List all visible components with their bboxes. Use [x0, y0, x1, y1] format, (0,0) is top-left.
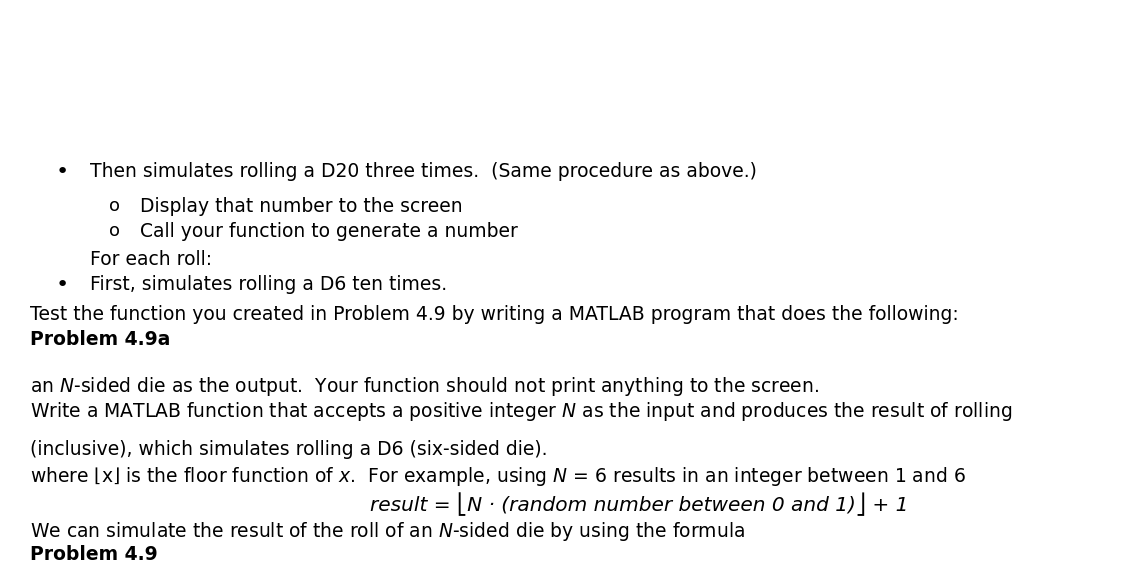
Text: result = ⎣N · (random number between 0 and 1)⎦ + 1: result = ⎣N · (random number between 0 a…	[370, 492, 909, 516]
Text: Call your function to generate a number: Call your function to generate a number	[140, 222, 518, 241]
Text: where ⌊x⌋ is the floor function of $x$.  For example, using $N$ = 6 results in a: where ⌊x⌋ is the floor function of $x$. …	[30, 465, 966, 488]
Text: an $N$-sided die as the output.  Your function should not print anything to the : an $N$-sided die as the output. Your fun…	[30, 375, 819, 398]
Text: Test the function you created in Problem 4.9 by writing a MATLAB program that do: Test the function you created in Problem…	[30, 305, 959, 324]
Text: •: •	[55, 162, 69, 182]
Text: •: •	[55, 275, 69, 295]
Text: For each roll:: For each roll:	[91, 250, 212, 269]
Text: Problem 4.9: Problem 4.9	[30, 545, 158, 564]
Text: Problem 4.9a: Problem 4.9a	[30, 330, 171, 349]
Text: Display that number to the screen: Display that number to the screen	[140, 197, 463, 216]
Text: o: o	[110, 197, 120, 215]
Text: Write a MATLAB function that accepts a positive integer $N$ as the input and pro: Write a MATLAB function that accepts a p…	[30, 400, 1012, 423]
Text: We can simulate the result of the roll of an $N$-sided die by using the formula: We can simulate the result of the roll o…	[30, 520, 745, 543]
Text: First, simulates rolling a D6 ten times.: First, simulates rolling a D6 ten times.	[91, 275, 447, 294]
Text: o: o	[110, 222, 120, 240]
Text: Then simulates rolling a D20 three times.  (Same procedure as above.): Then simulates rolling a D20 three times…	[91, 162, 756, 181]
Text: (inclusive), which simulates rolling a D6 (six-sided die).: (inclusive), which simulates rolling a D…	[30, 440, 548, 459]
